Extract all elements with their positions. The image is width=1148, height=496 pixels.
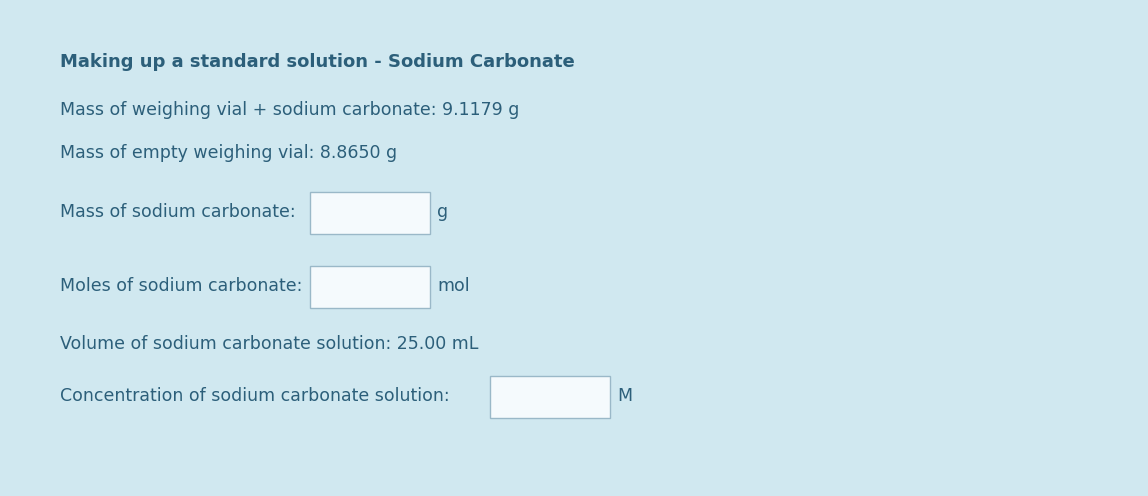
FancyBboxPatch shape xyxy=(310,192,430,234)
Text: mol: mol xyxy=(437,277,470,295)
Text: Volume of sodium carbonate solution: 25.00 mL: Volume of sodium carbonate solution: 25.… xyxy=(60,335,479,353)
FancyBboxPatch shape xyxy=(310,266,430,308)
Text: Moles of sodium carbonate:: Moles of sodium carbonate: xyxy=(60,277,302,295)
Text: M: M xyxy=(616,387,633,405)
Text: Mass of empty weighing vial: 8.8650 g: Mass of empty weighing vial: 8.8650 g xyxy=(60,144,397,162)
FancyBboxPatch shape xyxy=(490,376,610,418)
Text: Mass of sodium carbonate:: Mass of sodium carbonate: xyxy=(60,203,296,221)
Text: Concentration of sodium carbonate solution:: Concentration of sodium carbonate soluti… xyxy=(60,387,450,405)
Text: g: g xyxy=(437,203,448,221)
Text: Mass of weighing vial + sodium carbonate: 9.1179 g: Mass of weighing vial + sodium carbonate… xyxy=(60,101,519,119)
Text: Making up a standard solution - Sodium Carbonate: Making up a standard solution - Sodium C… xyxy=(60,53,575,71)
